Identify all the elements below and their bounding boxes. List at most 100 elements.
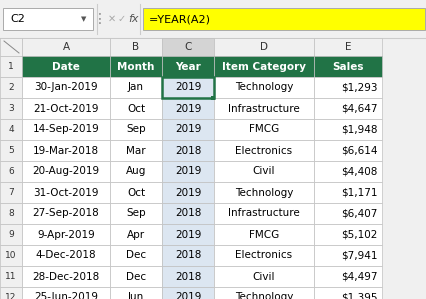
Text: 20-Aug-2019: 20-Aug-2019: [32, 167, 99, 176]
Text: 9: 9: [8, 230, 14, 239]
Bar: [3, 8, 93, 30]
Text: ✓: ✓: [118, 14, 126, 24]
Bar: [22, 203, 110, 224]
Text: 21-Oct-2019: 21-Oct-2019: [33, 103, 98, 114]
Bar: [22, 287, 110, 299]
Text: Oct: Oct: [127, 103, 145, 114]
Text: Year: Year: [175, 62, 200, 71]
Text: 2018: 2018: [174, 146, 201, 155]
Bar: [313, 182, 381, 203]
Text: Jun: Jun: [127, 292, 144, 299]
Text: 14-Sep-2019: 14-Sep-2019: [32, 124, 99, 135]
Text: Infrastructure: Infrastructure: [227, 208, 299, 219]
Bar: [110, 287, 161, 299]
Bar: [22, 245, 110, 266]
Bar: [213, 266, 313, 287]
Bar: [213, 161, 313, 182]
Bar: [22, 119, 110, 140]
Text: Civil: Civil: [252, 271, 275, 281]
Bar: [0, 203, 22, 224]
Text: Technology: Technology: [234, 83, 293, 92]
Bar: [213, 38, 313, 56]
Bar: [213, 182, 313, 203]
Bar: [110, 98, 161, 119]
Text: Dec: Dec: [126, 271, 146, 281]
Bar: [313, 98, 381, 119]
Text: C2: C2: [10, 14, 25, 24]
Text: =YEAR(A2): =YEAR(A2): [149, 14, 210, 24]
Bar: [161, 245, 213, 266]
Bar: [161, 161, 213, 182]
Text: $1,171: $1,171: [341, 187, 377, 198]
Text: Dec: Dec: [126, 251, 146, 260]
Bar: [22, 77, 110, 98]
Text: Electronics: Electronics: [235, 146, 292, 155]
Text: 5: 5: [8, 146, 14, 155]
Text: 28-Dec-2018: 28-Dec-2018: [32, 271, 99, 281]
Bar: [211, 95, 215, 100]
Bar: [161, 77, 213, 98]
Text: 10: 10: [5, 251, 17, 260]
Text: Apr: Apr: [127, 230, 145, 239]
Bar: [313, 56, 381, 77]
Text: 12: 12: [5, 293, 17, 299]
Text: 3: 3: [8, 104, 14, 113]
Text: 11: 11: [5, 272, 17, 281]
Text: $1,293: $1,293: [341, 83, 377, 92]
Bar: [161, 56, 213, 77]
Text: $1,948: $1,948: [341, 124, 377, 135]
Text: ▼: ▼: [81, 16, 86, 22]
Text: $5,102: $5,102: [341, 230, 377, 239]
Text: 4: 4: [8, 125, 14, 134]
Text: 2019: 2019: [174, 292, 201, 299]
Text: D: D: [259, 42, 268, 52]
Text: C: C: [184, 42, 191, 52]
Text: Mar: Mar: [126, 146, 145, 155]
Bar: [213, 203, 313, 224]
Text: ✕: ✕: [108, 14, 116, 24]
Bar: [313, 161, 381, 182]
Bar: [110, 182, 161, 203]
Bar: [161, 119, 213, 140]
Bar: [110, 77, 161, 98]
Bar: [161, 182, 213, 203]
Bar: [0, 287, 22, 299]
Bar: [161, 224, 213, 245]
Text: $4,497: $4,497: [341, 271, 377, 281]
Text: 2: 2: [8, 83, 14, 92]
Text: 2018: 2018: [174, 251, 201, 260]
Bar: [0, 98, 22, 119]
Text: A: A: [62, 42, 69, 52]
Bar: [143, 8, 424, 30]
Bar: [110, 140, 161, 161]
Text: 2019: 2019: [174, 167, 201, 176]
Bar: [213, 119, 313, 140]
Text: 4-Dec-2018: 4-Dec-2018: [36, 251, 96, 260]
Bar: [22, 38, 110, 56]
Bar: [161, 266, 213, 287]
Text: Technology: Technology: [234, 187, 293, 198]
Text: FMCG: FMCG: [248, 230, 279, 239]
Bar: [313, 77, 381, 98]
Bar: [213, 98, 313, 119]
Text: 19-Mar-2018: 19-Mar-2018: [33, 146, 99, 155]
Bar: [313, 38, 381, 56]
Bar: [22, 56, 110, 77]
Bar: [313, 203, 381, 224]
Text: 2019: 2019: [174, 83, 201, 92]
Bar: [313, 224, 381, 245]
Text: 2018: 2018: [174, 271, 201, 281]
Text: $6,614: $6,614: [341, 146, 377, 155]
Bar: [213, 56, 313, 77]
Text: Month: Month: [117, 62, 154, 71]
Bar: [22, 98, 110, 119]
Bar: [22, 182, 110, 203]
Bar: [0, 161, 22, 182]
Bar: [161, 287, 213, 299]
Text: Sep: Sep: [126, 208, 145, 219]
Text: $6,407: $6,407: [341, 208, 377, 219]
Bar: [110, 56, 161, 77]
Text: 25-Jun-2019: 25-Jun-2019: [34, 292, 98, 299]
Bar: [313, 287, 381, 299]
Bar: [110, 119, 161, 140]
